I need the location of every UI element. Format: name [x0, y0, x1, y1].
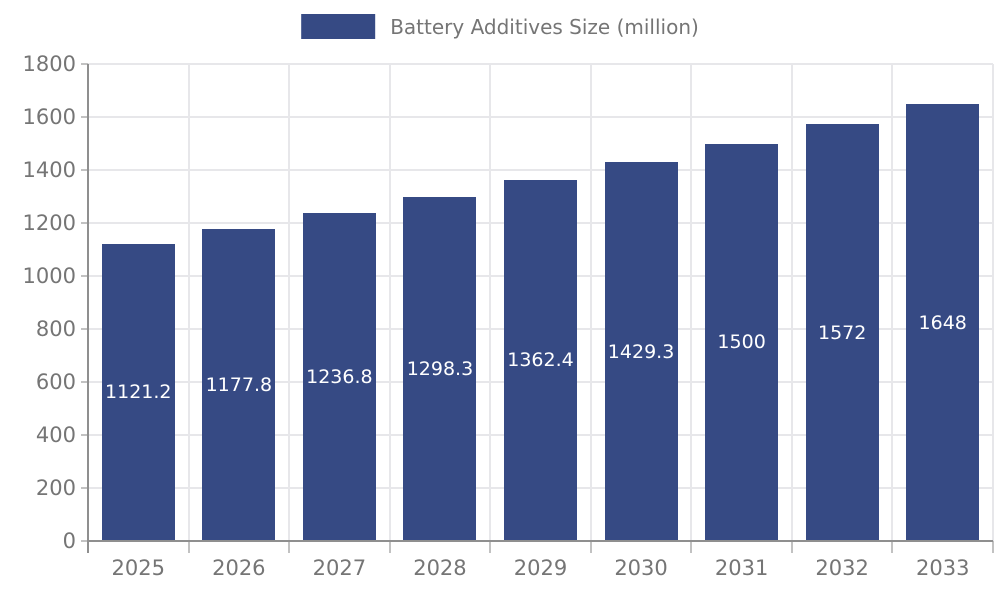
y-tick-mark	[81, 328, 88, 330]
bar-value-label: 1572	[817, 321, 867, 344]
gridline-h	[88, 63, 993, 65]
y-tick-mark	[81, 116, 88, 118]
gridline-v	[992, 64, 994, 541]
y-tick-label: 200	[35, 476, 76, 500]
y-tick-label: 1800	[22, 52, 76, 76]
bar	[604, 162, 678, 541]
bar	[705, 143, 779, 541]
legend-swatch	[301, 14, 376, 39]
bar-value-label: 1362.4	[507, 349, 574, 372]
legend-item[interactable]: Battery Additives Size (million)	[301, 14, 699, 39]
bar-value-label: 1429.3	[607, 340, 675, 363]
gridline-h	[88, 169, 993, 171]
y-tick-mark	[81, 63, 88, 65]
x-tick-mark	[489, 541, 492, 553]
gridline-v	[187, 64, 190, 541]
bar-value-label: 1648	[918, 311, 967, 334]
x-tick-mark	[187, 541, 190, 553]
x-tick-mark	[790, 541, 793, 553]
bar-value-label: 1236.8	[306, 366, 373, 389]
bar	[403, 196, 477, 541]
y-tick-mark	[81, 222, 88, 224]
gridline-v	[489, 64, 492, 541]
y-tick-label: 800	[35, 317, 76, 341]
bar-value-label: 1500	[717, 331, 766, 354]
y-tick-label: 400	[35, 423, 76, 447]
y-tick-mark	[81, 275, 88, 277]
legend-label: Battery Additives Size (million)	[390, 14, 699, 39]
x-tick-label: 2026	[212, 556, 266, 580]
y-tick-label: 1400	[22, 158, 76, 182]
y-tick-mark	[81, 540, 88, 542]
gridline-v	[388, 64, 391, 541]
y-tick-label: 600	[35, 370, 76, 394]
x-tick-label: 2033	[915, 556, 970, 580]
x-tick-label: 2028	[413, 556, 467, 580]
gridline-v	[288, 64, 291, 541]
x-axis-line	[88, 540, 993, 542]
x-tick-mark	[288, 541, 291, 553]
bar	[202, 228, 276, 541]
bar-value-label: 1298.3	[406, 357, 474, 380]
x-tick-mark	[992, 541, 994, 553]
x-tick-label: 2032	[815, 556, 869, 580]
x-tick-label: 2029	[513, 556, 568, 580]
y-tick-mark	[81, 169, 88, 171]
bar	[805, 124, 879, 541]
bar	[302, 213, 376, 541]
x-tick-label: 2027	[312, 556, 367, 580]
gridline-v	[589, 64, 592, 541]
bar	[906, 104, 980, 541]
bar-value-label: 1121.2	[105, 381, 172, 404]
x-tick-mark	[690, 541, 693, 553]
gridline-v	[790, 64, 793, 541]
x-tick-mark	[589, 541, 592, 553]
gridline-h	[88, 116, 993, 118]
y-tick-mark	[81, 381, 88, 383]
y-tick-mark	[81, 487, 88, 489]
gridline-v	[690, 64, 693, 541]
x-tick-label: 2030	[614, 556, 668, 580]
x-tick-label: 2025	[111, 556, 165, 580]
y-tick-label: 0	[62, 529, 76, 553]
plot-area: 1121.2 1177.8 1236.8 1298.3 1362.4 1429.3 1500…	[81, 63, 994, 553]
bar	[101, 243, 175, 541]
y-tick-label: 1600	[22, 105, 76, 129]
gridline-v	[891, 64, 894, 541]
bar-value-label: 1177.8	[205, 373, 273, 396]
x-tick-mark	[891, 541, 894, 553]
x-tick-label: 2031	[714, 556, 769, 580]
y-tick-label: 1000	[22, 264, 76, 288]
x-tick-mark	[388, 541, 391, 553]
bar	[504, 179, 577, 541]
y-tick-mark	[81, 434, 88, 436]
y-tick-label: 1200	[22, 211, 76, 235]
y-axis-line	[87, 64, 89, 553]
